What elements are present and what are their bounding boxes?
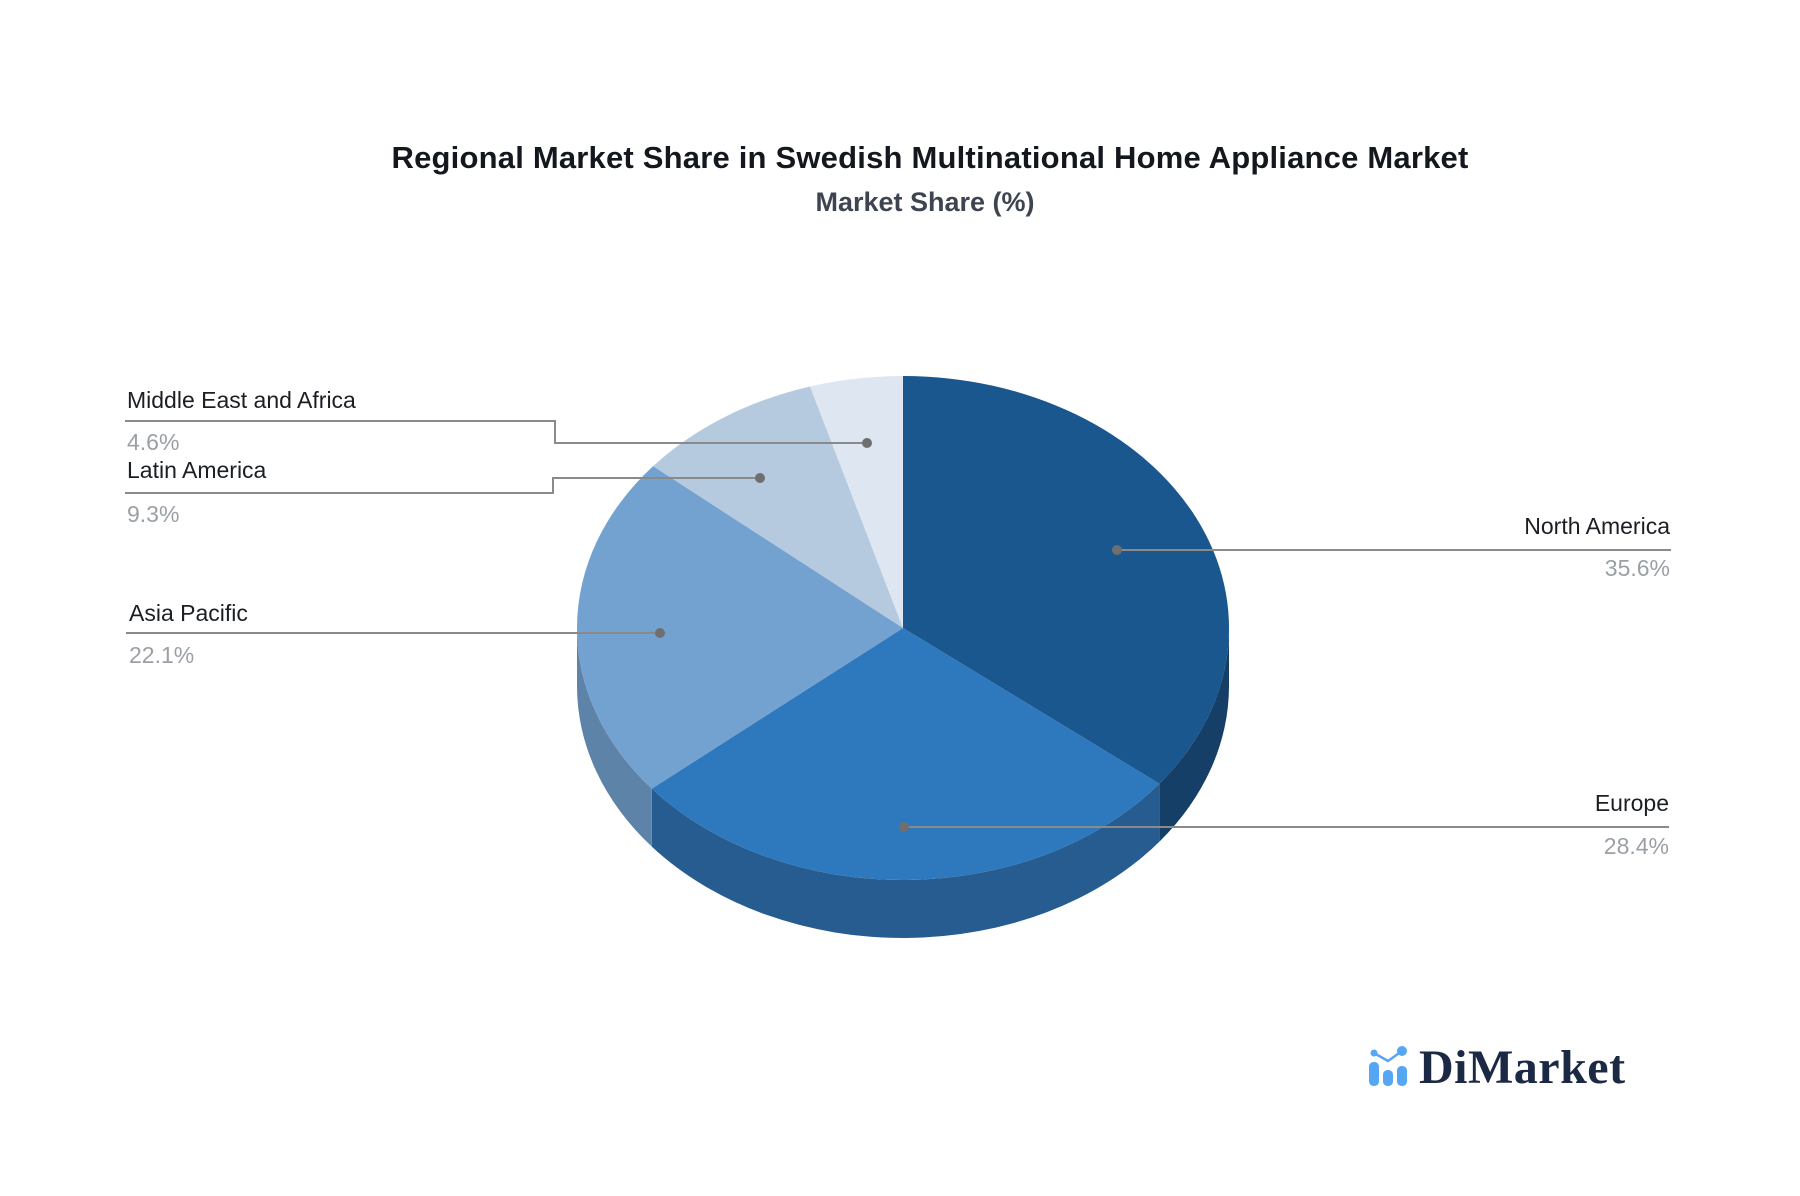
leader-dot-middle-east-and-africa [862, 438, 872, 448]
pie-slice-asia-pacific [576, 466, 903, 789]
dimarket-logo-icon [1369, 1046, 1407, 1086]
pie-slice-latin-america [653, 386, 903, 628]
value-europe: 28.4% [1603, 833, 1669, 859]
label-latin-america: Latin America [127, 457, 267, 483]
label-europe: Europe [1594, 790, 1669, 816]
label-asia-pacific: Asia Pacific [129, 600, 248, 626]
leader-line-latin-america [125, 477, 760, 494]
pie-side-asia-pacific [577, 628, 652, 847]
label-north-america: North America [1524, 513, 1670, 539]
dimarket-logo-text: DiMarket [1419, 1041, 1626, 1094]
value-latin-america: 9.3% [127, 501, 180, 527]
chart-subtitle: Market Share (%) [815, 187, 1035, 217]
leader-dot-north-america [1112, 545, 1122, 555]
leader-line-middle-east-and-africa [125, 420, 867, 444]
chart-title: Regional Market Share in Swedish Multina… [391, 140, 1469, 175]
value-north-america: 35.6% [1604, 555, 1670, 581]
leader-dot-europe [899, 822, 909, 832]
pie-slice-north-america [903, 376, 1230, 784]
leader-dot-asia-pacific [655, 628, 665, 638]
label-middle-east-and-africa: Middle East and Africa [127, 387, 356, 413]
pie-side-north-america [1159, 628, 1229, 842]
value-middle-east-and-africa: 4.6% [127, 429, 180, 455]
pie-slice-middle-east-and-africa [810, 376, 903, 628]
pie-side-europe [651, 783, 1160, 938]
value-asia-pacific: 22.1% [129, 642, 195, 668]
leader-dot-latin-america [755, 473, 765, 483]
pie-slice-europe [651, 628, 1160, 880]
